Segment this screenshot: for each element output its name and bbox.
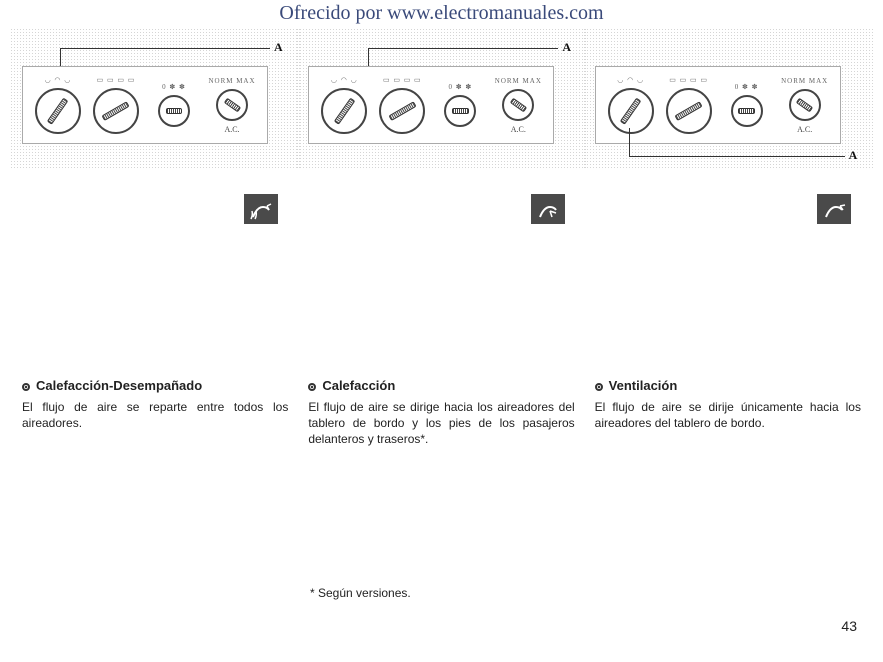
dial-4-label: NORM MAX [207,77,257,87]
vent-face-icon [817,194,851,224]
callout-drop [629,128,630,156]
column-2: A ◡ ◠ ◡ ▭ ▭ ▭ ▭ 0 ✽ ✽ NORM MAXA.C. Calef… [308,28,574,448]
panel-area-1: A ◡ ◠ ◡ ▭ ▭ ▭ ▭ 0 ✽ ✽ NORM MAX [22,28,288,168]
fan-dial [731,95,763,127]
mode-dial [321,88,367,134]
ac-dial [502,89,534,121]
heading-2-text: Calefacción [322,378,395,393]
footnote: * Según versiones. [310,586,411,600]
heading-3: Ventilación [595,378,861,393]
dial-4-stack: NORM MAX A.C. [207,77,257,134]
dial-3-icons: 0 ✽ ✽ [149,83,199,93]
hvac-panel: ◡ ◠ ◡ ▭ ▭ ▭ ▭ 0 ✽ ✽ NORM MAXA.C. [595,66,841,144]
callout-line [368,48,558,49]
temp-dial [379,88,425,134]
callout-label-a: A [849,148,858,163]
hvac-panel: ◡ ◠ ◡ ▭ ▭ ▭ ▭ 0 ✽ ✽ NORM MAX A.C. [22,66,268,144]
column-1: A ◡ ◠ ◡ ▭ ▭ ▭ ▭ 0 ✽ ✽ NORM MAX [22,28,288,448]
ac-dial [216,89,248,121]
ac-dial [789,89,821,121]
body-2: El flujo de aire se dirige hacia los air… [308,399,574,448]
page-number: 43 [841,618,857,634]
mode-dial [35,88,81,134]
column-3: ◡ ◠ ◡ ▭ ▭ ▭ ▭ 0 ✽ ✽ NORM MAXA.C. A Venti… [595,28,861,448]
heading-1: Calefacción-Desempañado [22,378,288,393]
callout-line [629,156,845,157]
callout-label-a: A [562,40,571,55]
heading-3-text: Ventilación [609,378,678,393]
dial-3-stack: 0 ✽ ✽ [149,83,199,127]
heading-2: Calefacción [308,378,574,393]
temp-dial [666,88,712,134]
panel-area-3: ◡ ◠ ◡ ▭ ▭ ▭ ▭ 0 ✽ ✽ NORM MAXA.C. A [595,28,861,168]
bullet-icon [595,383,603,391]
mode-dial [608,88,654,134]
fan-dial [158,95,190,127]
ac-text: A.C. [224,125,239,134]
fan-dial [444,95,476,127]
body-3: El flujo de aire se dirije únicamente ha… [595,399,861,431]
temp-dial [93,88,139,134]
dial-1-icons: ◡ ◠ ◡ [33,76,83,86]
callout-label-a: A [274,40,283,55]
bullet-icon [22,383,30,391]
columns-container: A ◡ ◠ ◡ ▭ ▭ ▭ ▭ 0 ✽ ✽ NORM MAX [0,0,883,448]
bullet-icon [308,383,316,391]
panel-area-2: A ◡ ◠ ◡ ▭ ▭ ▭ ▭ 0 ✽ ✽ NORM MAXA.C. [308,28,574,168]
heat-feet-icon [531,194,565,224]
heading-1-text: Calefacción-Desempañado [36,378,202,393]
defrost-heat-icon [244,194,278,224]
callout-line [60,48,270,49]
dial-1-stack: ◡ ◠ ◡ [33,76,83,134]
watermark-text: Ofrecido por www.electromanuales.com [279,2,603,25]
dial-2-stack: ▭ ▭ ▭ ▭ [91,76,141,134]
hvac-panel: ◡ ◠ ◡ ▭ ▭ ▭ ▭ 0 ✽ ✽ NORM MAXA.C. [308,66,554,144]
body-1: El flujo de aire se reparte entre todos … [22,399,288,431]
dial-2-icons: ▭ ▭ ▭ ▭ [91,76,141,86]
